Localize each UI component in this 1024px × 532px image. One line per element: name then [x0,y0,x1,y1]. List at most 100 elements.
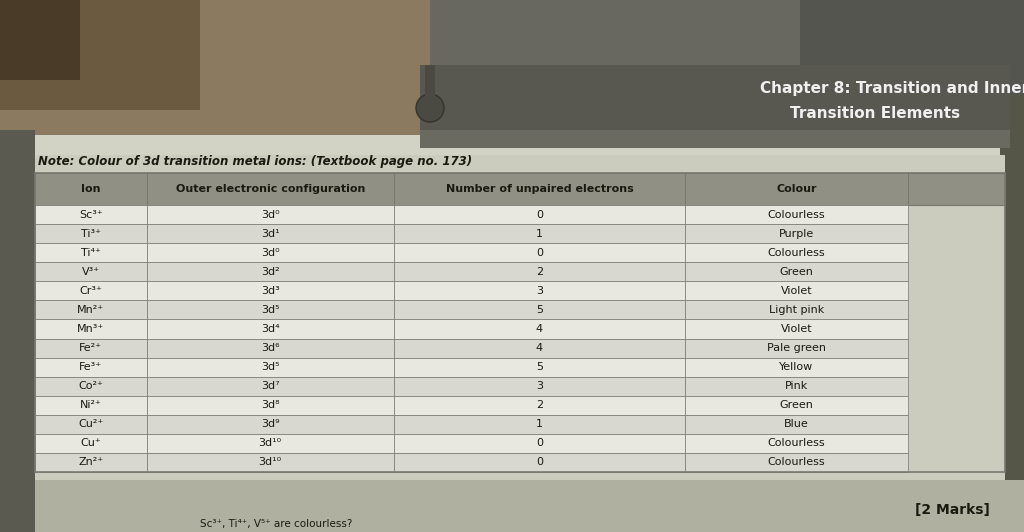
Bar [35,173,146,205]
Bar [35,396,146,415]
Bar [35,173,1005,205]
Bar [35,243,146,262]
Circle shape [416,94,444,122]
Text: Chapter 8: Transition and Inner: Chapter 8: Transition and Inner [761,80,1024,96]
Bar [0,0,430,155]
Bar [146,224,394,243]
Bar [0,480,1024,532]
Text: Ni²⁺: Ni²⁺ [80,400,101,410]
Text: Light pink: Light pink [769,305,824,315]
Bar [685,396,908,415]
Text: 1: 1 [536,419,543,429]
Text: 5: 5 [536,305,543,315]
Text: Colour: Colour [776,184,817,194]
Text: Cu⁺: Cu⁺ [81,438,101,448]
Text: 0: 0 [536,248,543,257]
Text: Colourless: Colourless [768,458,825,468]
Bar [394,415,685,434]
Bar [394,173,685,205]
Bar [35,415,146,434]
Text: 3d⁶: 3d⁶ [261,343,280,353]
Bar [394,453,685,472]
Text: 3d¹: 3d¹ [261,229,280,239]
Text: Note: Colour of 3d transition metal ions: (Textbook page no. 173): Note: Colour of 3d transition metal ions… [38,155,472,169]
Bar [685,281,908,301]
Bar [394,243,685,262]
Bar [35,358,146,377]
Text: 3d²: 3d² [261,267,280,277]
Bar [146,453,394,472]
Text: 3d⁴: 3d⁴ [261,324,280,334]
Text: 3: 3 [536,286,543,296]
Bar [394,205,685,224]
Bar [35,319,146,338]
Bar [394,358,685,377]
Bar [35,224,146,243]
Text: Mn³⁺: Mn³⁺ [77,324,104,334]
Bar [35,338,146,358]
Bar [685,338,908,358]
Text: 3d³: 3d³ [261,286,280,296]
Bar [146,377,394,396]
Bar [685,377,908,396]
Bar [146,281,394,301]
Text: 3: 3 [536,381,543,391]
Text: Purple: Purple [779,229,814,239]
Bar [35,281,146,301]
Bar [146,173,394,205]
Text: Ion: Ion [81,184,100,194]
Bar [430,0,1024,135]
Bar [394,224,685,243]
Bar [685,262,908,281]
Bar [30,155,1005,515]
Bar [394,338,685,358]
Bar [394,319,685,338]
Text: 3d¹⁰: 3d¹⁰ [259,458,282,468]
Bar [0,0,80,80]
Bar [146,415,394,434]
Text: Yellow: Yellow [779,362,814,372]
Text: 3d⁰: 3d⁰ [261,248,280,257]
Bar [420,130,1010,148]
Text: V³⁺: V³⁺ [82,267,99,277]
Text: Colourless: Colourless [768,438,825,448]
Text: 3d⁵: 3d⁵ [261,362,280,372]
Bar [35,434,146,453]
Text: 3d⁵: 3d⁵ [261,305,280,315]
Text: Fe³⁺: Fe³⁺ [79,362,102,372]
Bar [146,338,394,358]
Text: 0: 0 [536,458,543,468]
Bar [30,135,1000,525]
Bar [146,205,394,224]
Bar [685,224,908,243]
Text: 4: 4 [536,343,543,353]
Bar [394,281,685,301]
Text: Zn²⁺: Zn²⁺ [78,458,103,468]
Bar [425,65,435,110]
Bar [420,65,1010,145]
Text: Co²⁺: Co²⁺ [79,381,103,391]
Text: Green: Green [779,400,813,410]
Bar [35,453,146,472]
Bar [685,453,908,472]
Bar [1000,0,1024,532]
Bar [685,205,908,224]
Text: 3d⁸: 3d⁸ [261,400,280,410]
Text: 0: 0 [536,210,543,220]
Text: Mn²⁺: Mn²⁺ [77,305,104,315]
Text: Pale green: Pale green [767,343,826,353]
Text: Outer electronic configuration: Outer electronic configuration [175,184,365,194]
Bar [146,434,394,453]
Text: Colourless: Colourless [768,210,825,220]
Text: 3d⁷: 3d⁷ [261,381,280,391]
Text: Blue: Blue [784,419,809,429]
Text: 3d¹⁰: 3d¹⁰ [259,438,282,448]
Text: Cu²⁺: Cu²⁺ [78,419,103,429]
Text: Pink: Pink [784,381,808,391]
Bar [394,377,685,396]
Bar [35,173,1005,472]
Bar [146,262,394,281]
Text: Green: Green [779,267,813,277]
Bar [146,301,394,319]
Bar [800,0,1024,95]
